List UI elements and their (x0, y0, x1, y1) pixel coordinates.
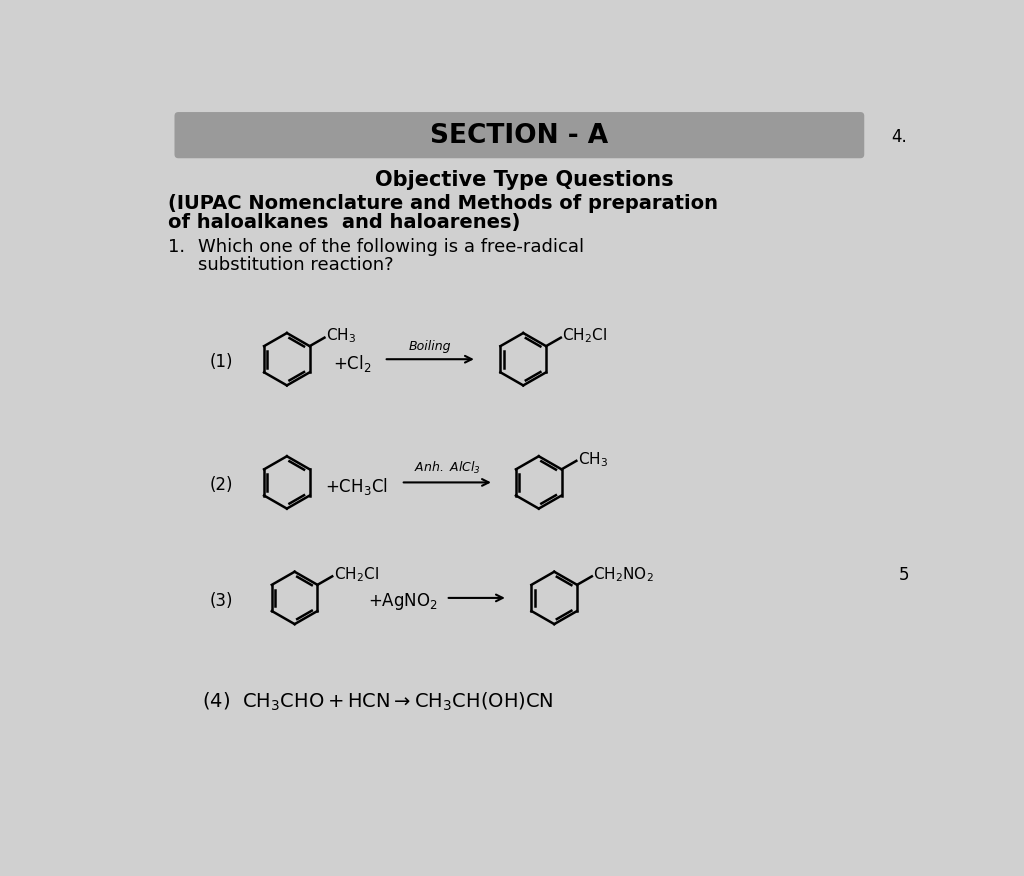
Text: Which one of the following is a free-radical: Which one of the following is a free-rad… (198, 237, 584, 256)
Text: Objective Type Questions: Objective Type Questions (376, 170, 674, 190)
Text: $\mathregular{+ Cl_2}$: $\mathregular{+ Cl_2}$ (333, 352, 371, 373)
Text: $\mathregular{CH_3}$: $\mathregular{CH_3}$ (326, 327, 356, 345)
FancyBboxPatch shape (174, 112, 864, 159)
Text: (IUPAC Nomenclature and Methods of preparation: (IUPAC Nomenclature and Methods of prepa… (168, 194, 718, 213)
Text: $\mathregular{CH_2Cl}$: $\mathregular{CH_2Cl}$ (562, 327, 607, 345)
Text: 1.: 1. (168, 237, 185, 256)
Text: Boiling: Boiling (409, 340, 452, 353)
Text: $\mathregular{Anh.\ AlCl_3}$: $\mathregular{Anh.\ AlCl_3}$ (414, 460, 480, 477)
Text: (3): (3) (209, 592, 232, 610)
Text: $\mathregular{CH_2Cl}$: $\mathregular{CH_2Cl}$ (334, 566, 379, 584)
Text: 5: 5 (899, 566, 909, 583)
Text: SECTION - A: SECTION - A (430, 123, 608, 149)
Text: (4)  $\mathregular{CH_3CHO + HCN \rightarrow CH_3CH(OH)CN}$: (4) $\mathregular{CH_3CHO + HCN \rightar… (202, 690, 553, 712)
Text: (1): (1) (209, 353, 232, 371)
Text: substitution reaction?: substitution reaction? (198, 256, 393, 274)
Text: $\mathregular{+ CH_3Cl}$: $\mathregular{+ CH_3Cl}$ (325, 476, 388, 497)
Text: $\mathregular{CH_3}$: $\mathregular{CH_3}$ (578, 450, 608, 469)
Text: $\mathregular{CH_2NO_2}$: $\mathregular{CH_2NO_2}$ (593, 566, 654, 584)
Text: 4.: 4. (891, 129, 907, 146)
Text: $\mathregular{+ AgNO_2}$: $\mathregular{+ AgNO_2}$ (369, 591, 438, 612)
Text: (2): (2) (209, 477, 232, 494)
Text: of haloalkanes  and haloarenes): of haloalkanes and haloarenes) (168, 213, 520, 232)
